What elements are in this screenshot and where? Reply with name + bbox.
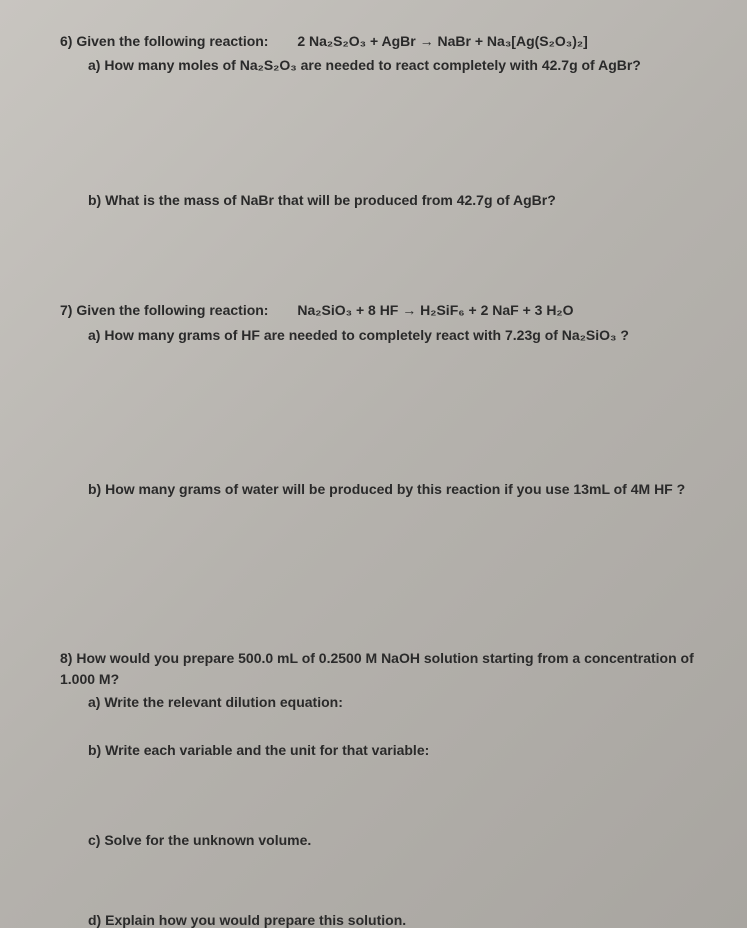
q7-header: 7) Given the following reaction: Na₂SiO₃… <box>60 299 707 321</box>
q8-b: b) Write each variable and the unit for … <box>88 742 707 758</box>
q6-header: 6) Given the following reaction: 2 Na₂S₂… <box>60 30 707 52</box>
q7-intro: Given the following reaction: <box>76 302 268 318</box>
q7-a-label: a) <box>88 327 100 343</box>
q8-d: d) Explain how you would prepare this so… <box>88 912 707 928</box>
q6-b: b) What is the mass of NaBr that will be… <box>88 189 707 211</box>
q6-b-label: b) <box>88 192 101 208</box>
q6-b-text: What is the mass of NaBr that will be pr… <box>105 192 556 208</box>
q8-b-text: Write each variable and the unit for tha… <box>105 742 429 758</box>
worksheet-page: 6) Given the following reaction: 2 Na₂S₂… <box>0 0 747 928</box>
q8-c: c) Solve for the unknown volume. <box>88 832 707 848</box>
q6-number: 6) <box>60 33 72 49</box>
q7-reaction: Na₂SiO₃ + 8 HF → H₂SiF₆ + 2 NaF + 3 H₂O <box>297 302 573 318</box>
q7-number: 7) <box>60 302 72 318</box>
q7-a-text: How many grams of HF are needed to compl… <box>104 327 629 343</box>
question-6: 6) Given the following reaction: 2 Na₂S₂… <box>60 30 707 281</box>
q7-b: b) How many grams of water will be produ… <box>88 478 707 500</box>
q8-intro: How would you prepare 500.0 mL of 0.2500… <box>60 650 694 687</box>
q8-a-text: Write the relevant dilution equation: <box>104 694 343 710</box>
workspace <box>60 710 707 738</box>
workspace <box>60 346 707 476</box>
q7-a: a) How many grams of HF are needed to co… <box>88 324 707 346</box>
q8-b-label: b) <box>88 742 101 758</box>
q8-header: 8) How would you prepare 500.0 mL of 0.2… <box>60 648 707 690</box>
q8-c-text: Solve for the unknown volume. <box>104 832 311 848</box>
q6-a-label: a) <box>88 57 100 73</box>
q8-number: 8) <box>60 650 72 666</box>
q8-d-label: d) <box>88 912 101 928</box>
workspace <box>60 77 707 187</box>
q6-reaction: 2 Na₂S₂O₃ + AgBr → NaBr + Na₃[Ag(S₂O₃)₂] <box>297 33 587 49</box>
workspace <box>60 500 707 630</box>
workspace <box>60 758 707 828</box>
workspace <box>60 211 707 281</box>
question-7: 7) Given the following reaction: Na₂SiO₃… <box>60 299 707 630</box>
q7-b-label: b) <box>88 481 101 497</box>
q6-intro: Given the following reaction: <box>76 33 268 49</box>
q6-a-text: How many moles of Na₂S₂O₃ are needed to … <box>104 57 641 73</box>
q8-a-label: a) <box>88 694 100 710</box>
question-8: 8) How would you prepare 500.0 mL of 0.2… <box>60 648 707 928</box>
q8-c-label: c) <box>88 832 100 848</box>
q6-a: a) How many moles of Na₂S₂O₃ are needed … <box>88 54 707 76</box>
q8-d-text: Explain how you would prepare this solut… <box>105 912 406 928</box>
workspace <box>60 848 707 908</box>
q8-a: a) Write the relevant dilution equation: <box>88 694 707 710</box>
q7-b-text: How many grams of water will be produced… <box>105 481 685 497</box>
